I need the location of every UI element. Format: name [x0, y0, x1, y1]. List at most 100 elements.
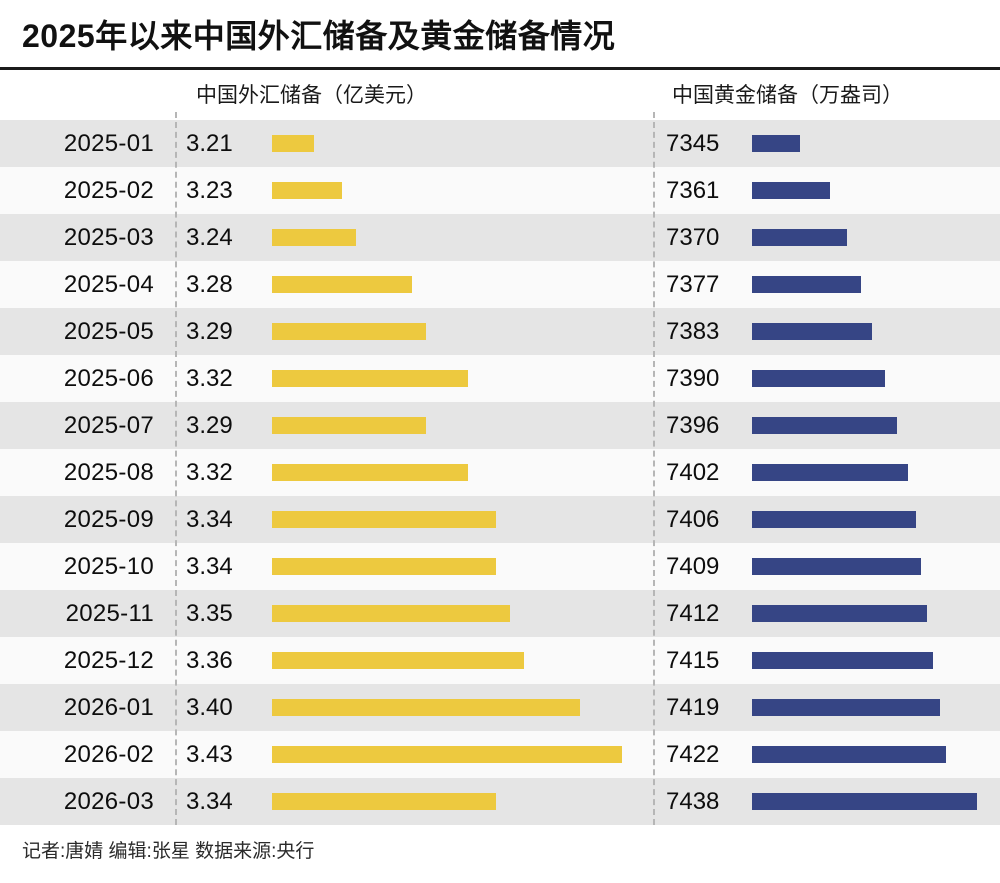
row-gold-bar-track — [752, 496, 988, 543]
row-gold-value: 7415 — [666, 646, 720, 674]
row-fx-bar-track — [272, 261, 650, 308]
row-fx-bar — [272, 652, 524, 669]
row-fx-value: 3.21 — [186, 129, 233, 157]
row-gold-value: 7377 — [666, 270, 720, 298]
row-gold-bar — [752, 511, 916, 528]
table-row: 2025-03 3.24 7370 — [0, 214, 1000, 261]
row-month-label: 2025-06 — [63, 364, 154, 392]
row-fx-value: 3.40 — [186, 693, 233, 721]
row-gold-bar-track — [752, 167, 988, 214]
row-fx-bar-track — [272, 120, 650, 167]
row-fx-bar-track — [272, 167, 650, 214]
row-gold-value: 7383 — [666, 317, 720, 345]
footer-block: 记者:唐婧 编辑:张星 数据来源:央行 — [0, 825, 1000, 883]
row-month-label: 2025-12 — [63, 646, 154, 674]
row-fx-value: 3.32 — [186, 364, 233, 392]
table-row: 2025-08 3.32 7402 — [0, 449, 1000, 496]
row-gold-value: 7396 — [666, 411, 720, 439]
row-gold-bar-track — [752, 637, 988, 684]
table-row: 2025-06 3.32 7390 — [0, 355, 1000, 402]
row-fx-bar-track — [272, 590, 650, 637]
row-month-label: 2025-07 — [63, 411, 154, 439]
row-gold-bar — [752, 699, 941, 716]
row-gold-bar-track — [752, 402, 988, 449]
row-gold-value: 7390 — [666, 364, 720, 392]
row-gold-bar — [752, 605, 928, 622]
table-row: 2025-10 3.34 7409 — [0, 543, 1000, 590]
row-fx-bar-track — [272, 496, 650, 543]
title-block: 2025年以来中国外汇储备及黄金储备情况 — [0, 0, 1000, 70]
row-fx-value: 3.43 — [186, 740, 233, 768]
row-month-label: 2025-10 — [63, 552, 154, 580]
table-row: 2026-01 3.40 7419 — [0, 684, 1000, 731]
row-fx-bar-track — [272, 214, 650, 261]
row-gold-bar — [752, 323, 872, 340]
row-gold-bar-track — [752, 308, 988, 355]
row-month-label: 2025-01 — [63, 129, 154, 157]
column-header-fx-reserves: 中国外汇储备（亿美元） — [196, 84, 427, 107]
row-gold-bar — [752, 464, 909, 481]
row-gold-value: 7419 — [666, 693, 720, 721]
row-fx-value: 3.36 — [186, 646, 233, 674]
row-fx-value: 3.29 — [186, 411, 233, 439]
row-fx-bar — [272, 323, 426, 340]
row-gold-bar-track — [752, 214, 988, 261]
row-gold-bar-track — [752, 120, 988, 167]
table-row: 2025-04 3.28 7377 — [0, 261, 1000, 308]
row-gold-value: 7370 — [666, 223, 720, 251]
row-fx-bar — [272, 182, 342, 199]
table-row: 2026-02 3.43 7422 — [0, 731, 1000, 778]
row-gold-bar — [752, 135, 800, 152]
row-gold-bar-track — [752, 731, 988, 778]
row-fx-bar — [272, 746, 622, 763]
table-row: 2025-07 3.29 7396 — [0, 402, 1000, 449]
row-month-label: 2025-09 — [63, 505, 154, 533]
row-month-label: 2026-03 — [63, 787, 154, 815]
row-gold-bar — [752, 652, 933, 669]
table-row: 2025-02 3.23 7361 — [0, 167, 1000, 214]
row-gold-bar-track — [752, 778, 988, 825]
row-gold-bar — [752, 417, 897, 434]
vertical-divider-right — [653, 112, 655, 825]
row-fx-bar-track — [272, 449, 650, 496]
row-month-label: 2025-03 — [63, 223, 154, 251]
page-title: 2025年以来中国外汇储备及黄金储备情况 — [22, 18, 616, 54]
row-fx-value: 3.34 — [186, 787, 233, 815]
row-fx-bar — [272, 511, 496, 528]
table-row: 2026-03 3.34 7438 — [0, 778, 1000, 825]
row-fx-value: 3.29 — [186, 317, 233, 345]
row-gold-bar-track — [752, 543, 988, 590]
row-fx-bar — [272, 135, 314, 152]
column-header-row: 中国外汇储备（亿美元） 中国黄金储备（万盎司） — [0, 70, 1000, 120]
column-header-gold-reserves: 中国黄金储备（万盎司） — [672, 84, 903, 107]
row-month-label: 2025-04 — [63, 270, 154, 298]
row-fx-value: 3.23 — [186, 176, 233, 204]
row-fx-bar — [272, 699, 580, 716]
row-gold-bar — [752, 793, 977, 810]
row-gold-bar-track — [752, 590, 988, 637]
row-fx-bar-track — [272, 355, 650, 402]
row-gold-value: 7438 — [666, 787, 720, 815]
row-gold-bar — [752, 276, 861, 293]
row-fx-value: 3.34 — [186, 505, 233, 533]
row-fx-bar-track — [272, 543, 650, 590]
title-rule-divider — [0, 67, 1000, 70]
row-gold-bar — [752, 229, 848, 246]
row-gold-bar-track — [752, 261, 988, 308]
row-month-label: 2025-11 — [65, 599, 154, 627]
row-month-label: 2025-08 — [63, 458, 154, 486]
row-month-label: 2026-02 — [63, 740, 154, 768]
row-fx-bar-track — [272, 637, 650, 684]
row-gold-value: 7406 — [666, 505, 720, 533]
row-gold-bar — [752, 558, 922, 575]
table-row: 2025-05 3.29 7383 — [0, 308, 1000, 355]
row-gold-bar-track — [752, 355, 988, 402]
row-fx-bar — [272, 417, 426, 434]
row-gold-value: 7412 — [666, 599, 720, 627]
row-fx-bar — [272, 605, 510, 622]
row-fx-value: 3.32 — [186, 458, 233, 486]
row-month-label: 2025-05 — [63, 317, 154, 345]
table-row: 2025-11 3.35 7412 — [0, 590, 1000, 637]
data-table-body: 2025-01 3.21 7345 2025-02 3.23 7361 2025-03 3.2… — [0, 120, 1000, 825]
